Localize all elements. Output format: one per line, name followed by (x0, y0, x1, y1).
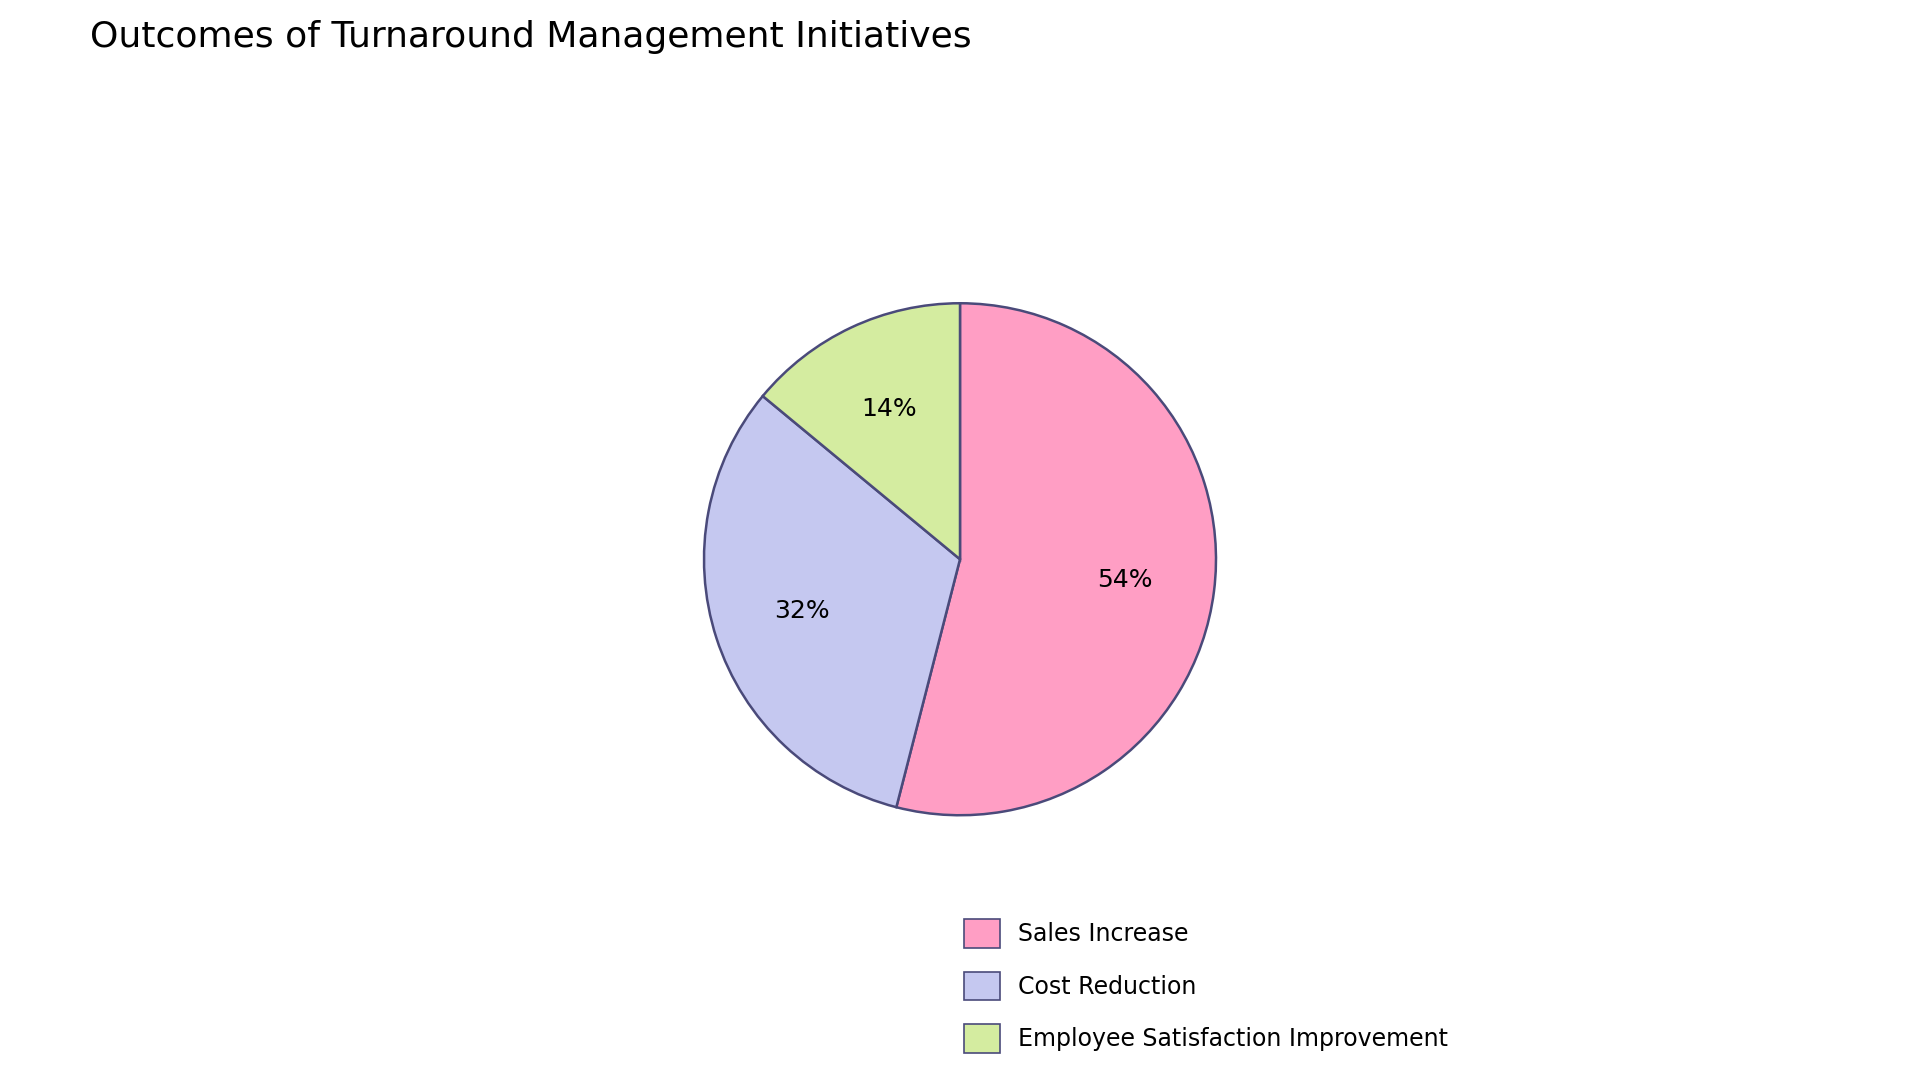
Text: 14%: 14% (862, 396, 918, 420)
Text: 54%: 54% (1098, 569, 1152, 592)
Wedge shape (897, 303, 1215, 815)
Text: 32%: 32% (774, 599, 829, 623)
Wedge shape (762, 303, 960, 559)
Text: Outcomes of Turnaround Management Initiatives: Outcomes of Turnaround Management Initia… (90, 19, 972, 54)
Legend: Sales Increase, Cost Reduction, Employee Satisfaction Improvement: Sales Increase, Cost Reduction, Employee… (954, 910, 1457, 1062)
Wedge shape (705, 396, 960, 807)
